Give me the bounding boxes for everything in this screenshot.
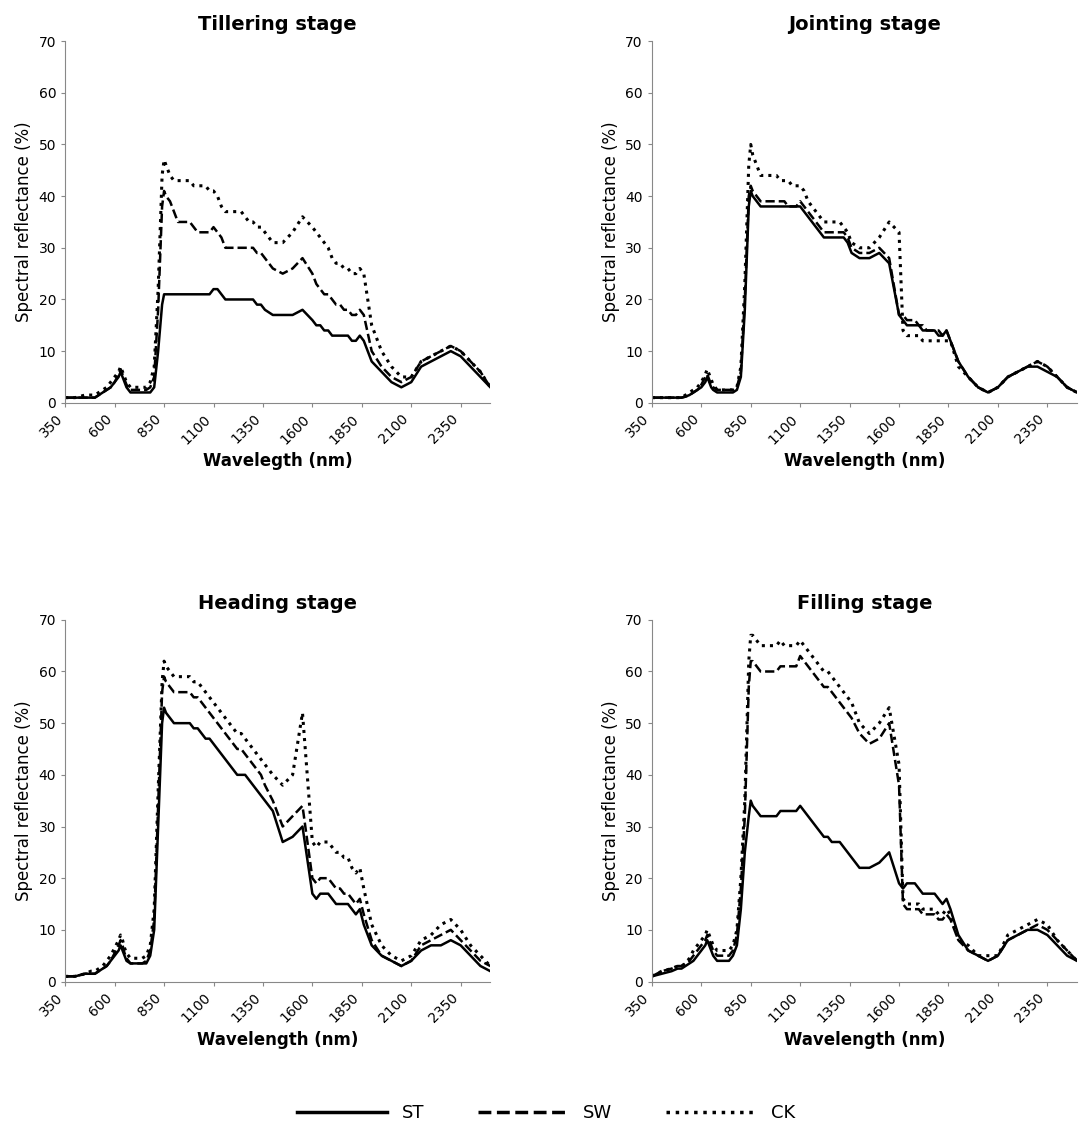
Legend: ST, SW, CK: ST, SW, CK [289,1097,803,1129]
Title: Filling stage: Filling stage [797,594,933,613]
Title: Jointing stage: Jointing stage [788,15,941,34]
X-axis label: Wavelength (nm): Wavelength (nm) [197,1031,358,1049]
Y-axis label: Spectral reflectance (%): Spectral reflectance (%) [602,121,619,323]
Title: Heading stage: Heading stage [199,594,357,613]
X-axis label: Wavelength (nm): Wavelength (nm) [784,452,946,470]
Y-axis label: Spectral reflectance (%): Spectral reflectance (%) [15,700,33,901]
X-axis label: Wavelength (nm): Wavelength (nm) [784,1031,946,1049]
X-axis label: Wavelegth (nm): Wavelegth (nm) [203,452,353,470]
Title: Tillering stage: Tillering stage [199,15,357,34]
Y-axis label: Spectral reflectance (%): Spectral reflectance (%) [15,121,33,323]
Y-axis label: Spectral reflectance (%): Spectral reflectance (%) [602,700,619,901]
